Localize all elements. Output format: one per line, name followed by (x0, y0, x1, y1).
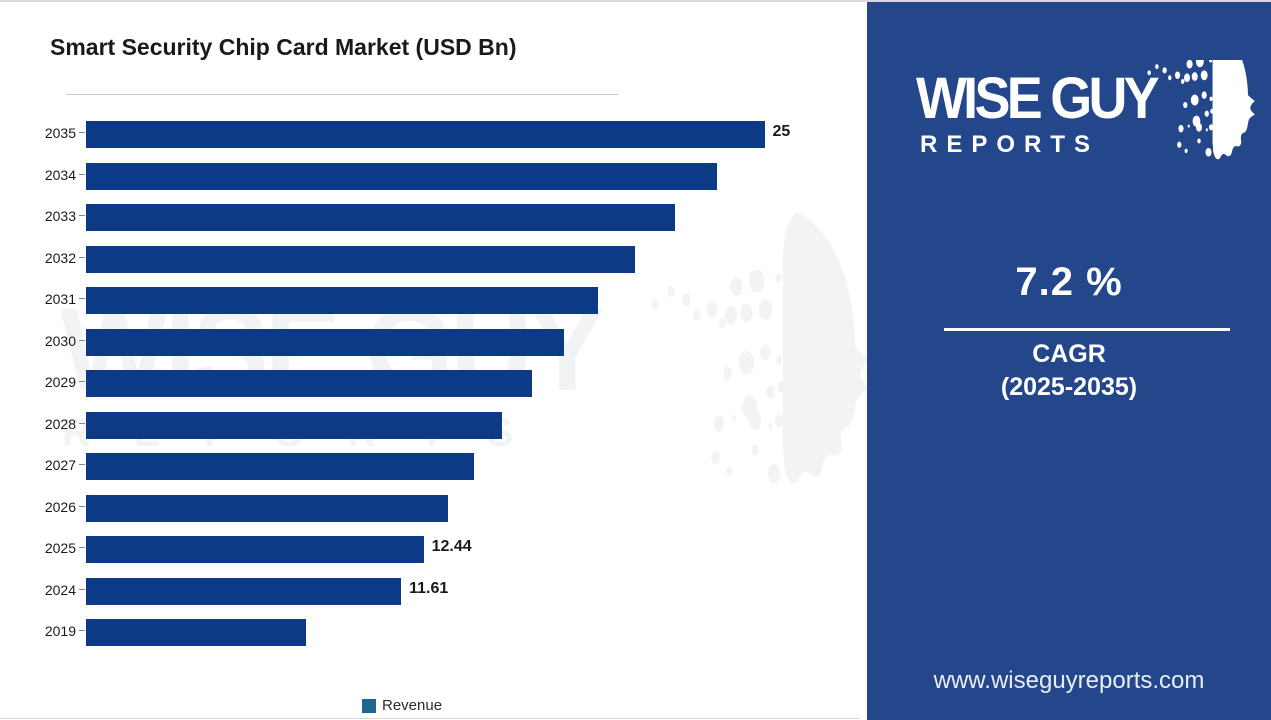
svg-text:REPORTS: REPORTS (920, 131, 1099, 158)
svg-text:WISE GUY: WISE GUY (916, 65, 1159, 130)
